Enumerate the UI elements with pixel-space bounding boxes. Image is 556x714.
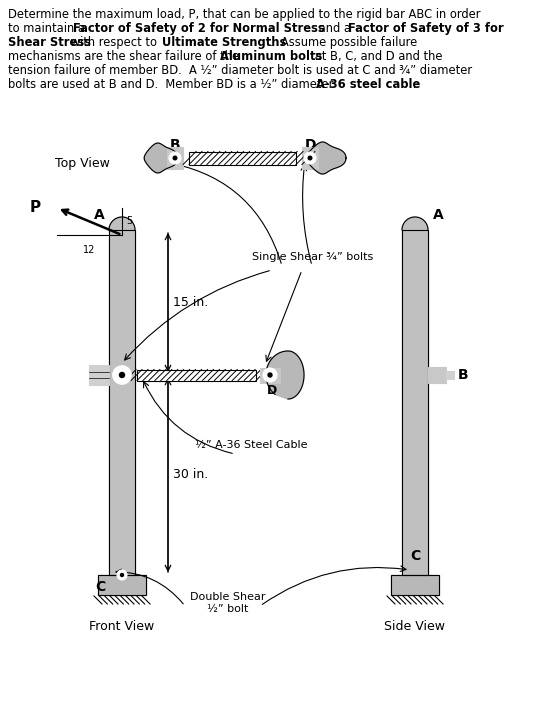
- Text: B: B: [95, 368, 105, 382]
- Text: Shear Stress: Shear Stress: [8, 36, 91, 49]
- Text: at B, C, and D and the: at B, C, and D and the: [311, 50, 443, 63]
- Bar: [302, 147, 318, 169]
- Text: Ultimate Strengths: Ultimate Strengths: [162, 36, 286, 49]
- Text: 30 in.: 30 in.: [173, 468, 208, 481]
- Bar: [98, 575, 146, 595]
- Circle shape: [304, 152, 316, 164]
- Bar: [402, 230, 428, 575]
- Bar: [167, 147, 183, 169]
- Bar: [260, 368, 280, 383]
- Polygon shape: [109, 217, 135, 230]
- Text: D: D: [304, 138, 316, 152]
- Text: tension failure of member BD.  A ½” diameter bolt is used at C and ¾” diameter: tension failure of member BD. A ½” diame…: [8, 64, 472, 77]
- Circle shape: [268, 373, 272, 377]
- Text: P: P: [30, 201, 41, 216]
- Text: ½” A-36 Steel Cable: ½” A-36 Steel Cable: [195, 440, 307, 450]
- Text: C: C: [95, 580, 105, 594]
- Circle shape: [173, 156, 177, 160]
- Text: Determine the maximum load, P, that can be applied to the rigid bar ABC in order: Determine the maximum load, P, that can …: [8, 8, 480, 21]
- Text: to maintain a: to maintain a: [8, 22, 88, 35]
- Bar: [98, 575, 146, 595]
- Polygon shape: [144, 143, 178, 173]
- Text: .: .: [409, 78, 416, 91]
- Circle shape: [169, 152, 181, 164]
- Bar: [391, 575, 439, 595]
- Text: Double Shear
½” bolt: Double Shear ½” bolt: [190, 592, 266, 613]
- Bar: [109, 230, 135, 575]
- Text: D: D: [267, 384, 277, 397]
- Circle shape: [308, 156, 312, 160]
- Text: B: B: [170, 138, 180, 152]
- Bar: [137, 370, 256, 381]
- Text: Front View: Front View: [90, 620, 155, 633]
- Bar: [446, 371, 454, 379]
- Text: 12: 12: [83, 245, 96, 255]
- Bar: [89, 365, 109, 385]
- Text: C: C: [410, 549, 420, 563]
- Text: A-36 steel cable: A-36 steel cable: [316, 78, 420, 91]
- Text: Top View: Top View: [55, 156, 110, 169]
- Circle shape: [263, 368, 277, 382]
- Text: Factor of Safety of 3 for: Factor of Safety of 3 for: [348, 22, 504, 35]
- Text: 15 in.: 15 in.: [173, 296, 208, 309]
- Text: B: B: [458, 368, 469, 382]
- Circle shape: [120, 373, 125, 378]
- Bar: [189, 151, 296, 164]
- Text: Side View: Side View: [385, 620, 445, 633]
- Text: 5: 5: [126, 216, 132, 226]
- Text: bolts are used at B and D.  Member BD is a ½” diameter: bolts are used at B and D. Member BD is …: [8, 78, 337, 91]
- Text: A: A: [433, 208, 444, 222]
- Text: A: A: [95, 208, 105, 222]
- Polygon shape: [402, 217, 428, 230]
- Polygon shape: [266, 351, 304, 399]
- Bar: [189, 151, 296, 164]
- Text: .  Assume possible failure: . Assume possible failure: [270, 36, 417, 49]
- Text: and a: and a: [315, 22, 355, 35]
- Circle shape: [113, 366, 131, 384]
- Bar: [428, 367, 446, 383]
- Circle shape: [121, 573, 123, 576]
- Text: mechanisms are the shear failure of the: mechanisms are the shear failure of the: [8, 50, 243, 63]
- Bar: [109, 230, 135, 575]
- Bar: [402, 230, 428, 575]
- Bar: [391, 575, 439, 595]
- Text: Aluminum bolts: Aluminum bolts: [220, 50, 322, 63]
- Circle shape: [117, 570, 127, 580]
- Text: Factor of Safety of 2 for Normal Stress: Factor of Safety of 2 for Normal Stress: [73, 22, 325, 35]
- Text: Single Shear ¾” bolts: Single Shear ¾” bolts: [252, 252, 373, 262]
- Bar: [137, 370, 256, 381]
- Polygon shape: [306, 142, 346, 174]
- Text: with respect to: with respect to: [67, 36, 161, 49]
